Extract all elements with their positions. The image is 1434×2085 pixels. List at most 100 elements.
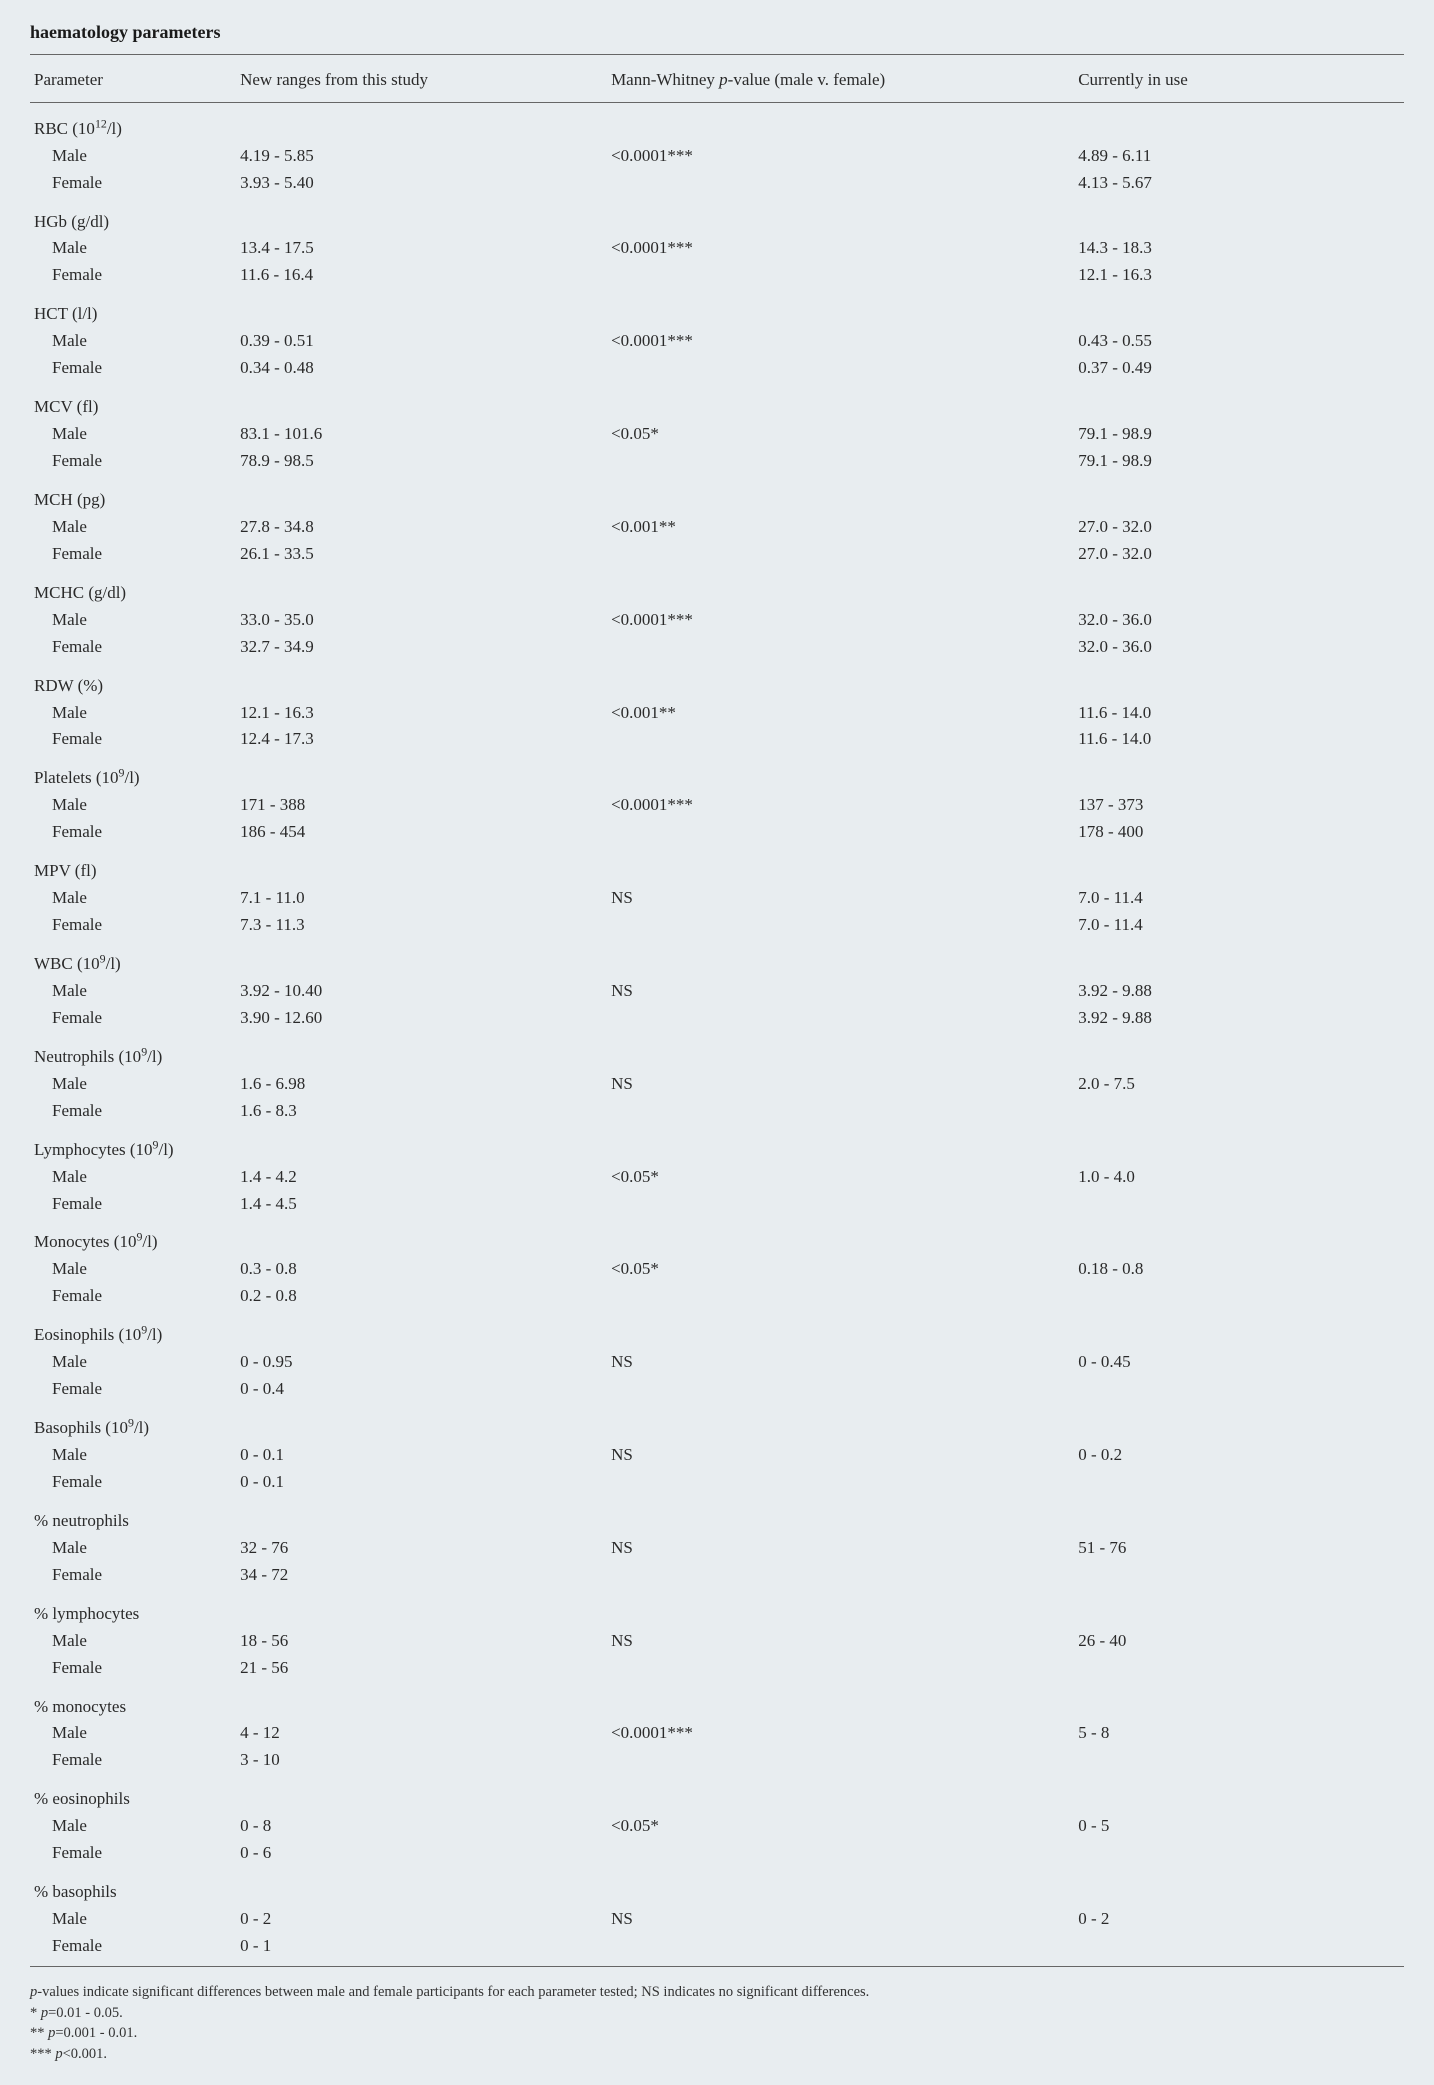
parameter-label: Lymphocytes (109/l) (30, 1125, 1404, 1164)
new-range-cell: 27.8 - 34.8 (236, 514, 607, 541)
new-range-cell: 3.92 - 10.40 (236, 978, 607, 1005)
mann-whitney-cell: NS (607, 1442, 1074, 1469)
new-range-cell: 32.7 - 34.9 (236, 634, 607, 661)
table-row: Female0.34 - 0.480.37 - 0.49 (30, 355, 1404, 382)
parameter-header: MCH (pg) (30, 475, 1404, 514)
mann-whitney-cell: <0.05* (607, 1164, 1074, 1191)
mann-whitney-cell: NS (607, 978, 1074, 1005)
gender-cell: Female (30, 355, 236, 382)
table-row: Male0.39 - 0.51<0.0001***0.43 - 0.55 (30, 328, 1404, 355)
parameter-header: % basophils (30, 1867, 1404, 1906)
mann-whitney-cell: <0.05* (607, 421, 1074, 448)
current-use-cell: 27.0 - 32.0 (1074, 514, 1404, 541)
mann-whitney-cell (607, 1655, 1074, 1682)
table-row: Male12.1 - 16.3<0.001**11.6 - 14.0 (30, 700, 1404, 727)
table-row: Female12.4 - 17.311.6 - 14.0 (30, 726, 1404, 753)
rule-bottom (30, 1966, 1404, 1967)
new-range-cell: 11.6 - 16.4 (236, 262, 607, 289)
table-row: Male7.1 - 11.0NS7.0 - 11.4 (30, 885, 1404, 912)
parameter-label: % monocytes (30, 1682, 1404, 1721)
new-range-cell: 1.4 - 4.5 (236, 1191, 607, 1218)
current-use-cell: 27.0 - 32.0 (1074, 541, 1404, 568)
current-use-cell: 0 - 5 (1074, 1813, 1404, 1840)
parameter-label: % neutrophils (30, 1496, 1404, 1535)
new-range-cell: 0 - 6 (236, 1840, 607, 1867)
table-row: Female0 - 1 (30, 1933, 1404, 1960)
table-row: Female0 - 6 (30, 1840, 1404, 1867)
current-use-cell: 32.0 - 36.0 (1074, 607, 1404, 634)
mann-whitney-cell: NS (607, 1349, 1074, 1376)
table-row: Female3.90 - 12.603.92 - 9.88 (30, 1005, 1404, 1032)
gender-cell: Female (30, 170, 236, 197)
gender-cell: Male (30, 328, 236, 355)
table-row: Male4.19 - 5.85<0.0001***4.89 - 6.11 (30, 143, 1404, 170)
parameter-label: RDW (%) (30, 661, 1404, 700)
current-use-cell: 3.92 - 9.88 (1074, 1005, 1404, 1032)
parameter-header: % lymphocytes (30, 1589, 1404, 1628)
footnote-line: ** p=0.001 - 0.01. (30, 2024, 1404, 2044)
mann-whitney-cell (607, 355, 1074, 382)
new-range-cell: 4 - 12 (236, 1720, 607, 1747)
mann-whitney-cell: <0.001** (607, 514, 1074, 541)
mann-whitney-cell (607, 1933, 1074, 1960)
new-range-cell: 186 - 454 (236, 819, 607, 846)
parameter-header: % monocytes (30, 1682, 1404, 1721)
table-row: Female3 - 10 (30, 1747, 1404, 1774)
mann-whitney-cell: NS (607, 885, 1074, 912)
new-range-cell: 83.1 - 101.6 (236, 421, 607, 448)
mann-whitney-cell (607, 1005, 1074, 1032)
parameter-header: Monocytes (109/l) (30, 1217, 1404, 1256)
gender-cell: Female (30, 1655, 236, 1682)
mann-whitney-cell (607, 170, 1074, 197)
gender-cell: Male (30, 1349, 236, 1376)
mann-whitney-cell (607, 448, 1074, 475)
new-range-cell: 0 - 0.4 (236, 1376, 607, 1403)
new-range-cell: 4.19 - 5.85 (236, 143, 607, 170)
current-use-cell (1074, 1933, 1404, 1960)
gender-cell: Male (30, 1256, 236, 1283)
mann-whitney-cell: <0.0001*** (607, 143, 1074, 170)
current-use-cell (1074, 1376, 1404, 1403)
parameter-header: MPV (fl) (30, 846, 1404, 885)
current-use-cell: 0.18 - 0.8 (1074, 1256, 1404, 1283)
gender-cell: Male (30, 1720, 236, 1747)
table-row: Female0.2 - 0.8 (30, 1283, 1404, 1310)
new-range-cell: 7.3 - 11.3 (236, 912, 607, 939)
mann-whitney-cell (607, 912, 1074, 939)
parameter-label: % eosinophils (30, 1774, 1404, 1813)
mann-whitney-cell: <0.0001*** (607, 1720, 1074, 1747)
gender-cell: Male (30, 792, 236, 819)
mann-whitney-cell: <0.05* (607, 1813, 1074, 1840)
mann-whitney-cell (607, 1191, 1074, 1218)
mann-whitney-cell (607, 1840, 1074, 1867)
table-row: Male171 - 388<0.0001***137 - 373 (30, 792, 1404, 819)
current-use-cell: 51 - 76 (1074, 1535, 1404, 1562)
parameter-label: Monocytes (109/l) (30, 1217, 1404, 1256)
mann-whitney-cell (607, 1376, 1074, 1403)
mann-whitney-cell: <0.0001*** (607, 607, 1074, 634)
new-range-cell: 0.39 - 0.51 (236, 328, 607, 355)
new-range-cell: 1.6 - 6.98 (236, 1071, 607, 1098)
current-use-cell: 5 - 8 (1074, 1720, 1404, 1747)
gender-cell: Female (30, 1562, 236, 1589)
table-row: Male0 - 0.95NS0 - 0.45 (30, 1349, 1404, 1376)
table-row: Female186 - 454178 - 400 (30, 819, 1404, 846)
gender-cell: Male (30, 1628, 236, 1655)
table-row: Female0 - 0.4 (30, 1376, 1404, 1403)
current-use-cell: 32.0 - 36.0 (1074, 634, 1404, 661)
mann-whitney-cell: NS (607, 1628, 1074, 1655)
new-range-cell: 1.6 - 8.3 (236, 1098, 607, 1125)
gender-cell: Female (30, 1376, 236, 1403)
current-use-cell: 137 - 373 (1074, 792, 1404, 819)
new-range-cell: 13.4 - 17.5 (236, 235, 607, 262)
table-row: Male0 - 8<0.05*0 - 5 (30, 1813, 1404, 1840)
footnote-line: * p=0.01 - 0.05. (30, 2004, 1404, 2024)
gender-cell: Female (30, 912, 236, 939)
gender-cell: Female (30, 1283, 236, 1310)
current-use-cell (1074, 1469, 1404, 1496)
parameter-header: MCHC (g/dl) (30, 568, 1404, 607)
new-range-cell: 18 - 56 (236, 1628, 607, 1655)
current-use-cell: 11.6 - 14.0 (1074, 726, 1404, 753)
table-row: Male0 - 0.1NS0 - 0.2 (30, 1442, 1404, 1469)
table-row: Male33.0 - 35.0<0.0001***32.0 - 36.0 (30, 607, 1404, 634)
